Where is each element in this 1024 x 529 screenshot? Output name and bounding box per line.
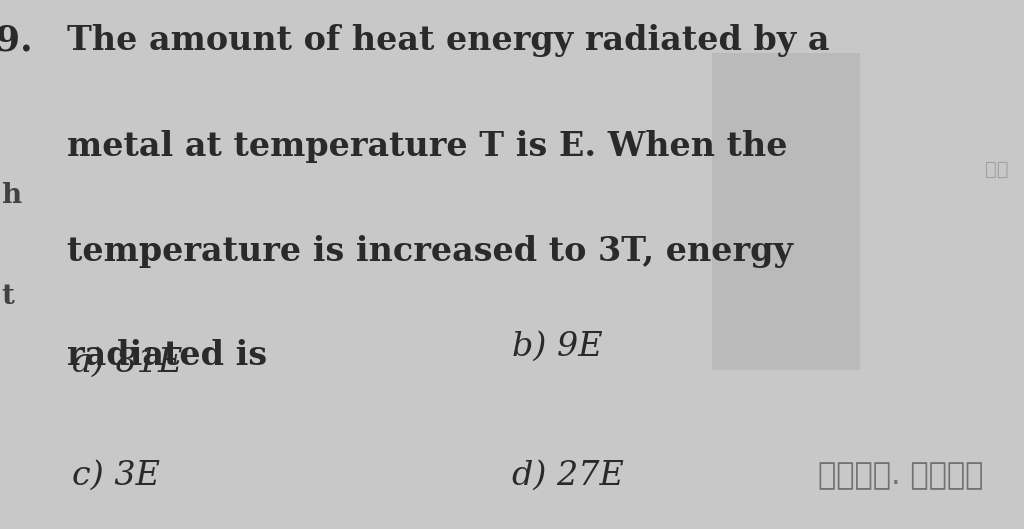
Text: 9.: 9. <box>0 24 33 58</box>
Text: a) 81E: a) 81E <box>72 346 182 378</box>
Text: c) 3E: c) 3E <box>72 460 160 492</box>
Text: h: h <box>1 182 22 209</box>
Bar <box>712 53 860 370</box>
Text: b) 9E: b) 9E <box>512 331 603 362</box>
Text: d) 27E: d) 27E <box>512 460 624 492</box>
Text: metal at temperature T is E. When the: metal at temperature T is E. When the <box>67 130 787 162</box>
Text: temperature is increased to 3T, energy: temperature is increased to 3T, energy <box>67 235 793 268</box>
Text: radiated is: radiated is <box>67 339 266 371</box>
Text: प्रा. मोढे: प्रा. मोढे <box>818 462 984 490</box>
Text: हा: हा <box>985 160 1009 179</box>
Text: t: t <box>1 282 14 310</box>
Text: The amount of heat energy radiated by a: The amount of heat energy radiated by a <box>67 24 829 57</box>
